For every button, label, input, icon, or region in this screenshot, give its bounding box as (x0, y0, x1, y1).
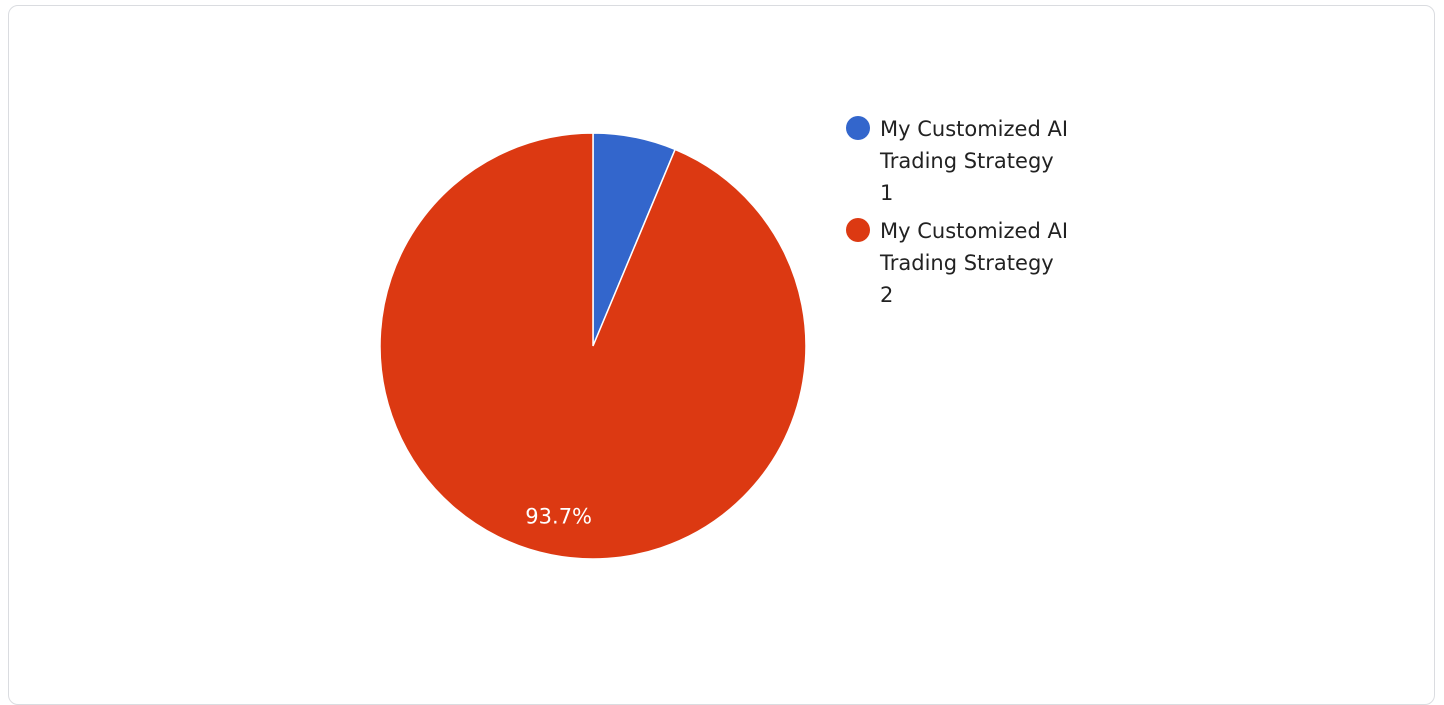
pie-slice-2[interactable] (379, 132, 807, 560)
legend-swatch-strategy-1 (846, 116, 870, 140)
chart-legend: My Customized AI Trading Strategy 1 My C… (846, 113, 1106, 317)
legend-item-strategy-1[interactable]: My Customized AI Trading Strategy 1 (846, 113, 1106, 209)
legend-label-strategy-1: My Customized AI Trading Strategy 1 (880, 117, 1069, 205)
legend-item-strategy-2[interactable]: My Customized AI Trading Strategy 2 (846, 215, 1106, 311)
pie-slices (379, 132, 807, 560)
pie-slice-label-2: 93.7% (525, 504, 592, 528)
pie-slice-labels: 93.7% (525, 504, 592, 528)
legend-label-strategy-2: My Customized AI Trading Strategy 2 (880, 219, 1069, 307)
legend-swatch-strategy-2 (846, 218, 870, 242)
